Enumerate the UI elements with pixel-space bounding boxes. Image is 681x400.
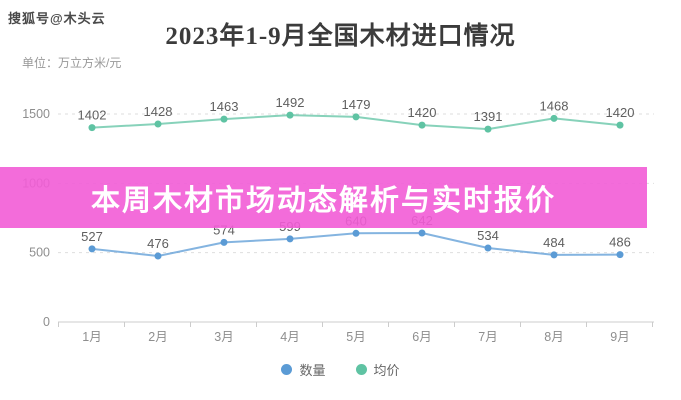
svg-text:1月: 1月 [82, 330, 101, 344]
svg-text:527: 527 [81, 229, 103, 244]
svg-text:534: 534 [477, 228, 499, 243]
svg-text:9月: 9月 [610, 330, 629, 344]
news-overlay-banner: 本周木材市场动态解析与实时报价 [0, 167, 647, 228]
svg-text:1428: 1428 [144, 104, 173, 119]
watermark-sohu-account: 搜狐号@木头云 [8, 11, 106, 26]
svg-text:0: 0 [43, 315, 50, 329]
legend-item-avg-price[interactable]: 均价 [355, 360, 400, 379]
legend-swatch-avg-price [355, 364, 367, 375]
svg-text:1391: 1391 [474, 109, 503, 124]
svg-text:1463: 1463 [210, 99, 239, 114]
svg-text:4月: 4月 [280, 330, 299, 344]
svg-text:1479: 1479 [342, 97, 371, 112]
legend-label-avg-price: 均价 [373, 363, 400, 378]
svg-text:1492: 1492 [276, 95, 305, 110]
unit-label: 单位：万立方米/元 [22, 56, 122, 70]
chart-title: 2023年1-9月全国木材进口情况 [165, 23, 516, 50]
svg-text:1420: 1420 [408, 105, 437, 120]
news-overlay-text: 本周木材市场动态解析与实时报价 [90, 184, 556, 217]
chart-legend: 数量 均价 [0, 360, 681, 379]
svg-text:5月: 5月 [346, 330, 365, 344]
svg-text:476: 476 [147, 236, 169, 251]
legend-swatch-quantity [281, 364, 293, 375]
svg-text:1420: 1420 [606, 105, 635, 120]
svg-text:1500: 1500 [22, 107, 50, 121]
svg-text:1468: 1468 [540, 98, 569, 113]
svg-text:486: 486 [609, 235, 631, 250]
legend-item-quantity[interactable]: 数量 [281, 360, 326, 379]
svg-text:2月: 2月 [148, 330, 167, 344]
svg-text:8月: 8月 [544, 330, 563, 344]
svg-text:484: 484 [543, 235, 565, 250]
svg-text:7月: 7月 [478, 330, 497, 344]
legend-label-quantity: 数量 [299, 363, 326, 378]
svg-text:3月: 3月 [214, 330, 233, 344]
svg-text:1402: 1402 [78, 108, 107, 123]
svg-text:500: 500 [29, 246, 50, 260]
svg-text:6月: 6月 [412, 330, 431, 344]
